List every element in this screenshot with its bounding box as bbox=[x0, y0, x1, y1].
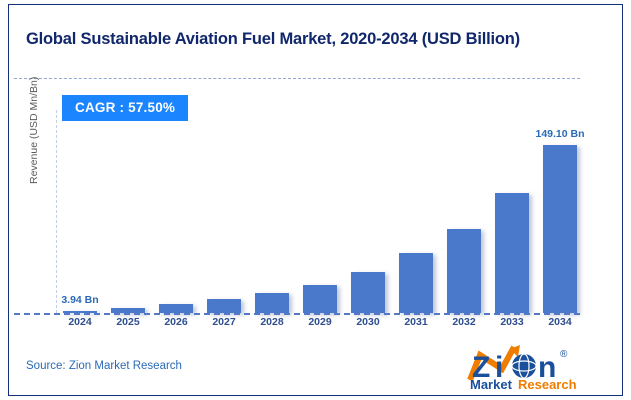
bar-slot bbox=[200, 110, 248, 313]
bar-value-label: 149.10 Bn bbox=[535, 128, 585, 140]
x-axis-tick: 2027 bbox=[212, 316, 236, 328]
logo-svg: Z i n ® Market Research bbox=[467, 345, 577, 392]
bar-slot bbox=[104, 110, 152, 313]
source-caption: Source: Zion Market Research bbox=[26, 360, 182, 372]
x-axis-tick: 2030 bbox=[356, 316, 380, 328]
bar bbox=[399, 253, 433, 313]
y-axis-label: Revenue (USD Mn/Bn) bbox=[28, 76, 40, 184]
bar bbox=[159, 304, 193, 313]
logo-word-research: Research bbox=[518, 377, 577, 391]
logo-letter-n: n bbox=[538, 351, 556, 384]
logo-arrowhead-icon bbox=[510, 345, 520, 357]
bar-slot bbox=[344, 110, 392, 313]
bar-value-label: 3.94 Bn bbox=[61, 294, 99, 306]
x-axis-baseline bbox=[14, 313, 580, 315]
chart-title: Global Sustainable Aviation Fuel Market,… bbox=[26, 30, 520, 48]
bar bbox=[111, 308, 145, 313]
x-axis-tick: 2028 bbox=[260, 316, 284, 328]
x-axis-tick: 2024 bbox=[68, 316, 92, 328]
logo-globe-equator bbox=[511, 360, 537, 372]
bar-slot bbox=[248, 110, 296, 313]
bar bbox=[543, 145, 577, 313]
bar-slot bbox=[296, 110, 344, 313]
x-axis-tick-labels: 2024 2025 2026 2027 2028 2029 2030 2031 2032 2033… bbox=[56, 316, 584, 328]
bar-slot bbox=[392, 110, 440, 313]
x-axis-tick: 2026 bbox=[164, 316, 188, 328]
bar-slot: 149.10 Bn bbox=[535, 110, 585, 313]
logo-globe-icon bbox=[512, 354, 536, 378]
x-axis-tick: 2033 bbox=[500, 316, 524, 328]
logo-word-market: Market bbox=[470, 377, 513, 391]
x-axis-tick: 2025 bbox=[116, 316, 140, 328]
bar bbox=[303, 285, 337, 313]
logo-letter-i: i bbox=[495, 351, 503, 384]
logo-arrow-icon bbox=[467, 345, 517, 382]
x-axis-tick: 2031 bbox=[404, 316, 428, 328]
zion-market-research-logo: Z i n ® Market Research bbox=[462, 343, 612, 392]
bar-slot bbox=[152, 110, 200, 313]
bar-slot bbox=[488, 110, 536, 313]
bar-slot bbox=[440, 110, 488, 313]
x-axis-tick: 2032 bbox=[452, 316, 476, 328]
logo-globe-meridian bbox=[518, 353, 530, 379]
title-divider bbox=[14, 78, 580, 79]
y-axis-line bbox=[56, 110, 57, 313]
bar bbox=[447, 229, 481, 313]
x-axis-tick: 2034 bbox=[548, 316, 572, 328]
x-axis-tick: 2029 bbox=[308, 316, 332, 328]
bar-series: 3.94 Bn 149.10 Bn bbox=[56, 110, 585, 313]
bar bbox=[63, 311, 97, 313]
logo-letter-z: Z bbox=[472, 351, 490, 384]
bar-slot: 3.94 Bn bbox=[56, 110, 104, 313]
bar bbox=[351, 272, 385, 313]
logo-registered-mark: ® bbox=[560, 349, 568, 360]
bar bbox=[495, 193, 529, 313]
cagr-badge: CAGR : 57.50% bbox=[62, 95, 189, 121]
bar bbox=[255, 293, 289, 313]
bar bbox=[207, 299, 241, 313]
